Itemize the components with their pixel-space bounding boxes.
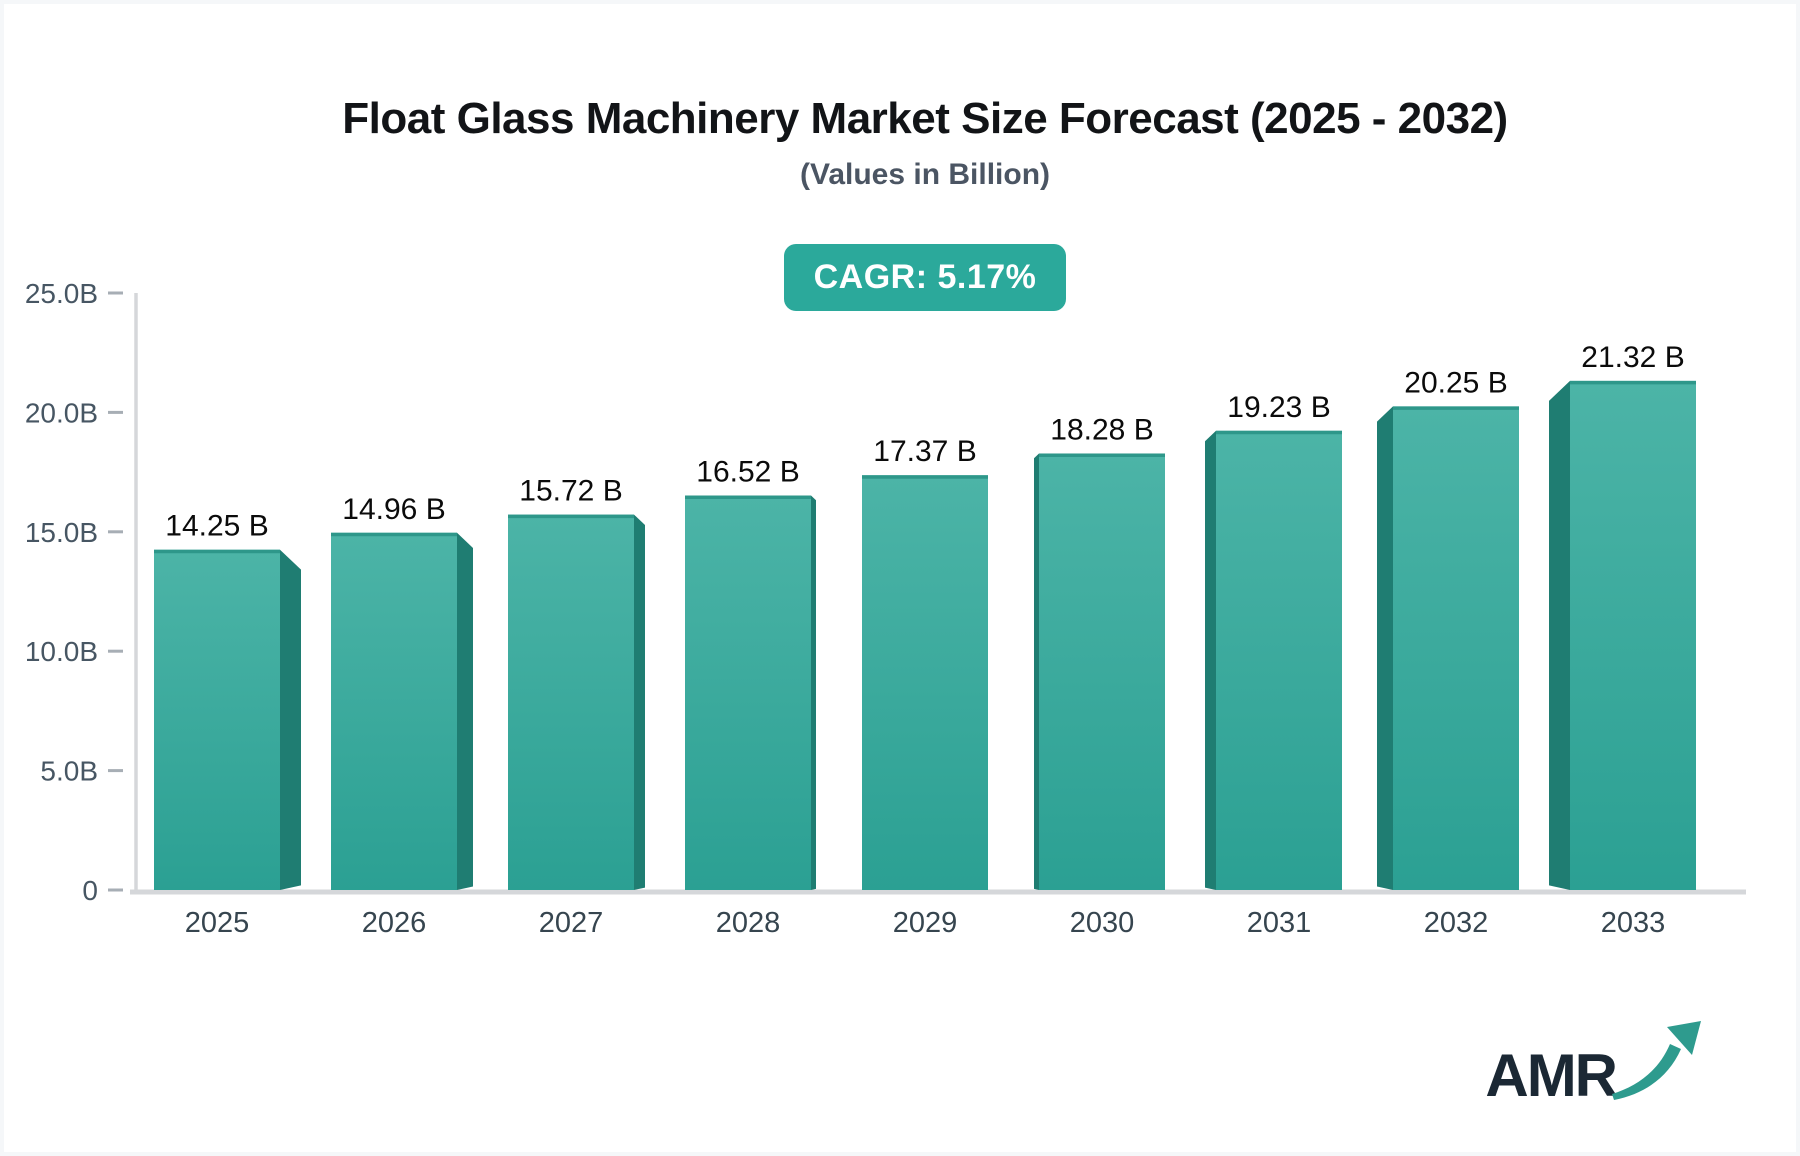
bar-chart: 0 5.0B 10.0B 15.0B 20.0B 25.0B 14.25 B 2025 14.9… (25, 278, 1746, 939)
plot-area: 0 5.0B 10.0B 15.0B 20.0B 25.0B 14.25 B 2025 14.9… (4, 224, 1796, 984)
y-axis-label: 15.0B (25, 517, 98, 548)
logo-text: AMR (1485, 1042, 1618, 1109)
x-axis-label: 2033 (1601, 907, 1666, 939)
bar-value-label: 17.37 B (873, 435, 976, 468)
y-axis-label: 10.0B (25, 636, 98, 667)
bar-side-face (1034, 453, 1039, 890)
trend-up-arrow-icon (1612, 1021, 1701, 1100)
bar (685, 495, 811, 890)
y-axis-label: 20.0B (25, 397, 98, 428)
bar-value-label: 15.72 B (519, 475, 622, 508)
bar (1216, 430, 1342, 890)
bar-side-face (1549, 380, 1570, 890)
x-axis-label: 2027 (539, 907, 604, 939)
bar-group-2026: 14.96 B 2026 (331, 493, 473, 939)
bar (862, 475, 988, 890)
bar-group-2030: 18.28 B 2030 (1034, 413, 1165, 939)
x-axis-label: 2031 (1247, 907, 1312, 939)
bar-value-label: 16.52 B (696, 456, 799, 489)
bar (508, 514, 634, 890)
x-axis-label: 2029 (893, 907, 958, 939)
bar-group-2031: 19.23 B 2031 (1205, 391, 1342, 939)
chart-subtitle: (Values in Billion) (799, 158, 1051, 191)
bar-side-face (1377, 406, 1393, 890)
cagr-badge: CAGR: 5.17% (783, 244, 1067, 311)
bar-value-label: 19.23 B (1227, 391, 1330, 424)
bar (331, 532, 457, 890)
bar-group-2025: 14.25 B 2025 (154, 510, 301, 939)
bar-group-2029: 17.37 B 2029 (862, 435, 988, 939)
x-axis-label: 2032 (1424, 907, 1489, 939)
bar-group-2027: 15.72 B 2027 (508, 475, 645, 939)
bar-group-2032: 20.25 B 2032 (1377, 366, 1519, 939)
bar (154, 549, 280, 890)
bar-side-face (280, 549, 301, 890)
x-axis-label: 2030 (1070, 907, 1135, 939)
bar (1570, 380, 1696, 890)
bar-side-face (634, 514, 645, 890)
x-axis-label: 2028 (716, 907, 781, 939)
chart-page: Float Glass Machinery Market Size Foreca… (4, 4, 1796, 1152)
amr-logo: AMR (1485, 1018, 1704, 1106)
y-axis-label: 25.0B (25, 278, 98, 309)
bar-group-2028: 16.52 B 2028 (685, 456, 816, 939)
chart-header: Float Glass Machinery Market Size Foreca… (29, 4, 1796, 311)
bar-value-label: 14.25 B (165, 510, 268, 543)
bar-value-label: 20.25 B (1404, 366, 1507, 399)
bar-side-face (1205, 430, 1216, 890)
bar-value-label: 21.32 B (1581, 341, 1684, 374)
y-axis-label: 0 (82, 875, 98, 906)
bar-group-2033: 21.32 B 2033 (1549, 341, 1696, 939)
chart-title: Float Glass Machinery Market Size Foreca… (342, 94, 1508, 143)
bar (1039, 453, 1165, 890)
bar-value-label: 18.28 B (1050, 413, 1153, 446)
bar-side-face (811, 495, 816, 890)
y-axis-label: 5.0B (40, 756, 98, 787)
x-axis-label: 2025 (185, 907, 250, 939)
x-axis-label: 2026 (362, 907, 427, 939)
bar (1393, 406, 1519, 890)
bar-value-label: 14.96 B (342, 493, 445, 526)
bar-side-face (457, 532, 473, 890)
